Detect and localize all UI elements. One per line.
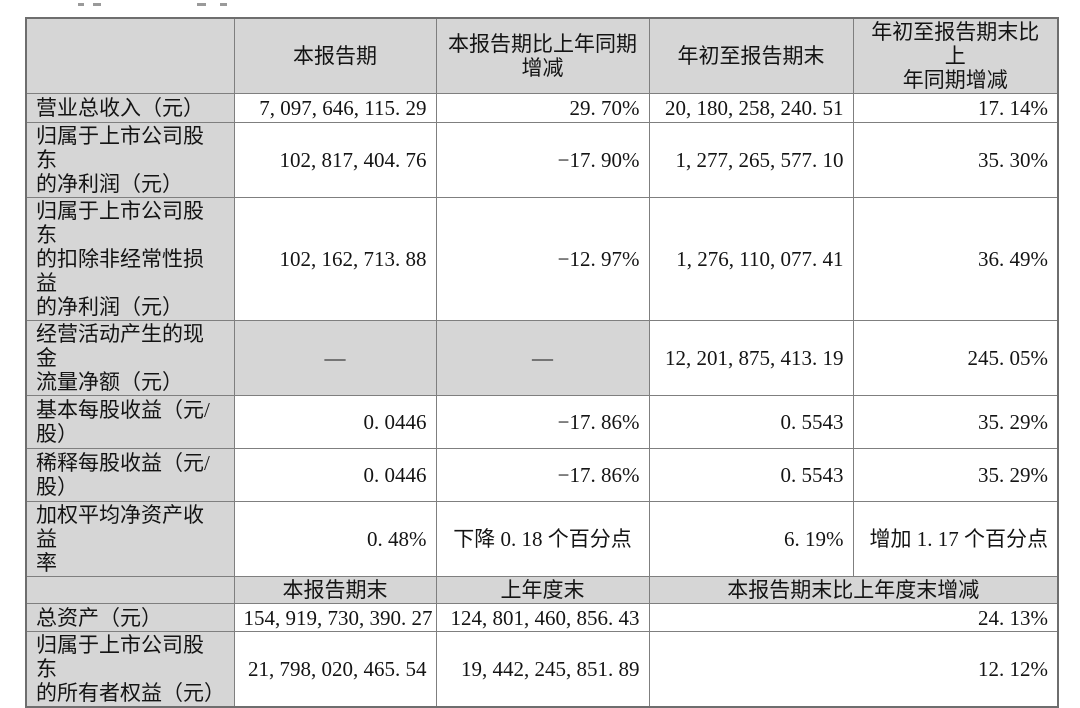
- row-label: 基本每股收益（元/ 股）: [25, 395, 235, 449]
- row-label: 营业总收入（元）: [25, 93, 235, 123]
- value-change: 12. 12%: [648, 631, 1059, 708]
- value-current-period-yoy: −17. 86%: [435, 395, 650, 449]
- header-prev-year-end: 上年度末: [435, 576, 650, 604]
- table-row-net-profit: 归属于上市公司股东 的净利润（元） 102, 817, 404. 76 −17.…: [25, 122, 1059, 198]
- value-ytd-yoy: 35. 30%: [852, 122, 1059, 198]
- table-row-net-profit-excl-nonrecurring: 归属于上市公司股东 的扣除非经常性损益 的净利润（元） 102, 162, 71…: [25, 197, 1059, 321]
- row-label: 总资产（元）: [25, 603, 235, 632]
- header-blank-cell: [25, 576, 235, 604]
- value-ytd: 0. 5543: [648, 448, 854, 502]
- table-row-diluted-eps: 稀释每股收益（元/ 股） 0. 0446 −17. 86% 0. 5543 35…: [25, 448, 1059, 502]
- header-end-vs-prev-end: 本报告期末比上年度末增减: [648, 576, 1059, 604]
- value-ytd-yoy: 增加 1. 17 个百分点: [852, 501, 1059, 577]
- value-current-period-yoy: 29. 70%: [435, 93, 650, 123]
- row-label: 归属于上市公司股东 的所有者权益（元）: [25, 631, 235, 708]
- header-row-balance: 本报告期末 上年度末 本报告期末比上年度末增减: [25, 576, 1059, 604]
- value-current-period: 0. 48%: [233, 501, 437, 577]
- row-label: 归属于上市公司股东 的净利润（元）: [25, 122, 235, 198]
- value-ytd: 0. 5543: [648, 395, 854, 449]
- value-current-period: 0. 0446: [233, 448, 437, 502]
- row-label: 加权平均净资产收益 率: [25, 501, 235, 577]
- header-period-end: 本报告期末: [233, 576, 437, 604]
- value-change: 24. 13%: [648, 603, 1059, 632]
- value-current-period-yoy: −17. 86%: [435, 448, 650, 502]
- value-ytd-yoy: 35. 29%: [852, 395, 1059, 449]
- value-current-period-dash: —: [233, 320, 437, 396]
- table-row-equity-attributable: 归属于上市公司股东 的所有者权益（元） 21, 798, 020, 465. 5…: [25, 631, 1059, 708]
- header-row-period: 本报告期 本报告期比上年同期 增减 年初至报告期末 年初至报告期末比上 年同期增…: [25, 17, 1059, 94]
- value-ytd: 20, 180, 258, 240. 51: [648, 93, 854, 123]
- value-ytd-yoy: 17. 14%: [852, 93, 1059, 123]
- row-label: 经营活动产生的现金 流量净额（元）: [25, 320, 235, 396]
- table-row-operating-cash-flow: 经营活动产生的现金 流量净额（元） — — 12, 201, 875, 413.…: [25, 320, 1059, 396]
- header-current-period: 本报告期: [233, 17, 437, 94]
- value-prev-year-end: 19, 442, 245, 851. 89: [435, 631, 650, 708]
- value-current-period: 102, 817, 404. 76: [233, 122, 437, 198]
- value-current-period: 102, 162, 713. 88: [233, 197, 437, 321]
- value-current-period: 7, 097, 646, 115. 29: [233, 93, 437, 123]
- row-label: 归属于上市公司股东 的扣除非经常性损益 的净利润（元）: [25, 197, 235, 321]
- table-row-total-revenue: 营业总收入（元） 7, 097, 646, 115. 29 29. 70% 20…: [25, 93, 1059, 123]
- value-ytd-yoy: 36. 49%: [852, 197, 1059, 321]
- table-row-weighted-avg-roe: 加权平均净资产收益 率 0. 48% 下降 0. 18 个百分点 6. 19% …: [25, 501, 1059, 577]
- header-ytd-yoy: 年初至报告期末比上 年同期增减: [852, 17, 1059, 94]
- table-row-basic-eps: 基本每股收益（元/ 股） 0. 0446 −17. 86% 0. 5543 35…: [25, 395, 1059, 449]
- header-blank-cell: [25, 17, 235, 94]
- value-current-period-yoy: −17. 90%: [435, 122, 650, 198]
- key-financials-table: 本报告期 本报告期比上年同期 增减 年初至报告期末 年初至报告期末比上 年同期增…: [25, 17, 1059, 708]
- header-current-period-yoy: 本报告期比上年同期 增减: [435, 17, 650, 94]
- value-current-period-yoy: 下降 0. 18 个百分点: [435, 501, 650, 577]
- value-current-period: 0. 0446: [233, 395, 437, 449]
- value-ytd-yoy: 35. 29%: [852, 448, 1059, 502]
- value-current-period-yoy: −12. 97%: [435, 197, 650, 321]
- table-row-total-assets: 总资产（元） 154, 919, 730, 390. 27 124, 801, …: [25, 603, 1059, 632]
- value-ytd: 1, 276, 110, 077. 41: [648, 197, 854, 321]
- value-ytd: 6. 19%: [648, 501, 854, 577]
- value-current-period-yoy-dash: —: [435, 320, 650, 396]
- value-period-end: 154, 919, 730, 390. 27: [233, 603, 437, 632]
- value-ytd: 1, 277, 265, 577. 10: [648, 122, 854, 198]
- clipped-text-remnant: [0, 0, 300, 8]
- value-period-end: 21, 798, 020, 465. 54: [233, 631, 437, 708]
- value-prev-year-end: 124, 801, 460, 856. 43: [435, 603, 650, 632]
- value-ytd-yoy: 245. 05%: [852, 320, 1059, 396]
- value-ytd: 12, 201, 875, 413. 19: [648, 320, 854, 396]
- header-ytd: 年初至报告期末: [648, 17, 854, 94]
- row-label: 稀释每股收益（元/ 股）: [25, 448, 235, 502]
